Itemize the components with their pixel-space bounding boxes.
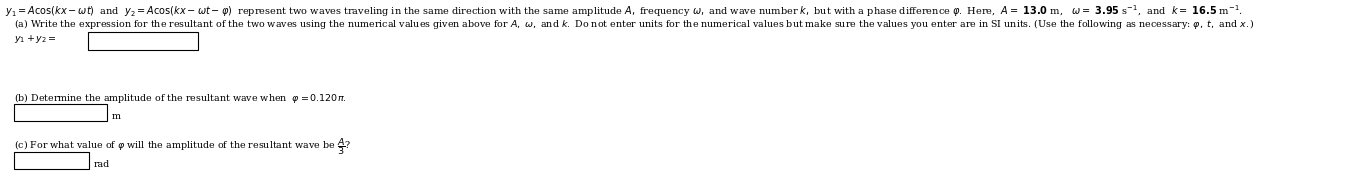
Text: $y_1 = A\cos(kx - \omega t)$  and  $y_2 = A\cos(kx - \omega t - \varphi)$  repre: $y_1 = A\cos(kx - \omega t)$ and $y_2 = … [5, 3, 1243, 19]
Text: (b) Determine the amplitude of the resultant wave when  $\varphi = 0.120\pi.$: (b) Determine the amplitude of the resul… [13, 91, 346, 105]
Text: rad: rad [94, 160, 110, 169]
FancyBboxPatch shape [13, 152, 89, 169]
FancyBboxPatch shape [13, 104, 106, 121]
FancyBboxPatch shape [88, 32, 198, 50]
Text: m: m [112, 112, 121, 121]
Text: $y_1 + y_2 =$: $y_1 + y_2 =$ [13, 33, 57, 45]
Text: (c) For what value of $\varphi$ will the amplitude of the resultant wave be $\df: (c) For what value of $\varphi$ will the… [13, 136, 352, 157]
Text: (a) Write the expression for the resultant of the two waves using the numerical : (a) Write the expression for the resulta… [13, 17, 1255, 31]
